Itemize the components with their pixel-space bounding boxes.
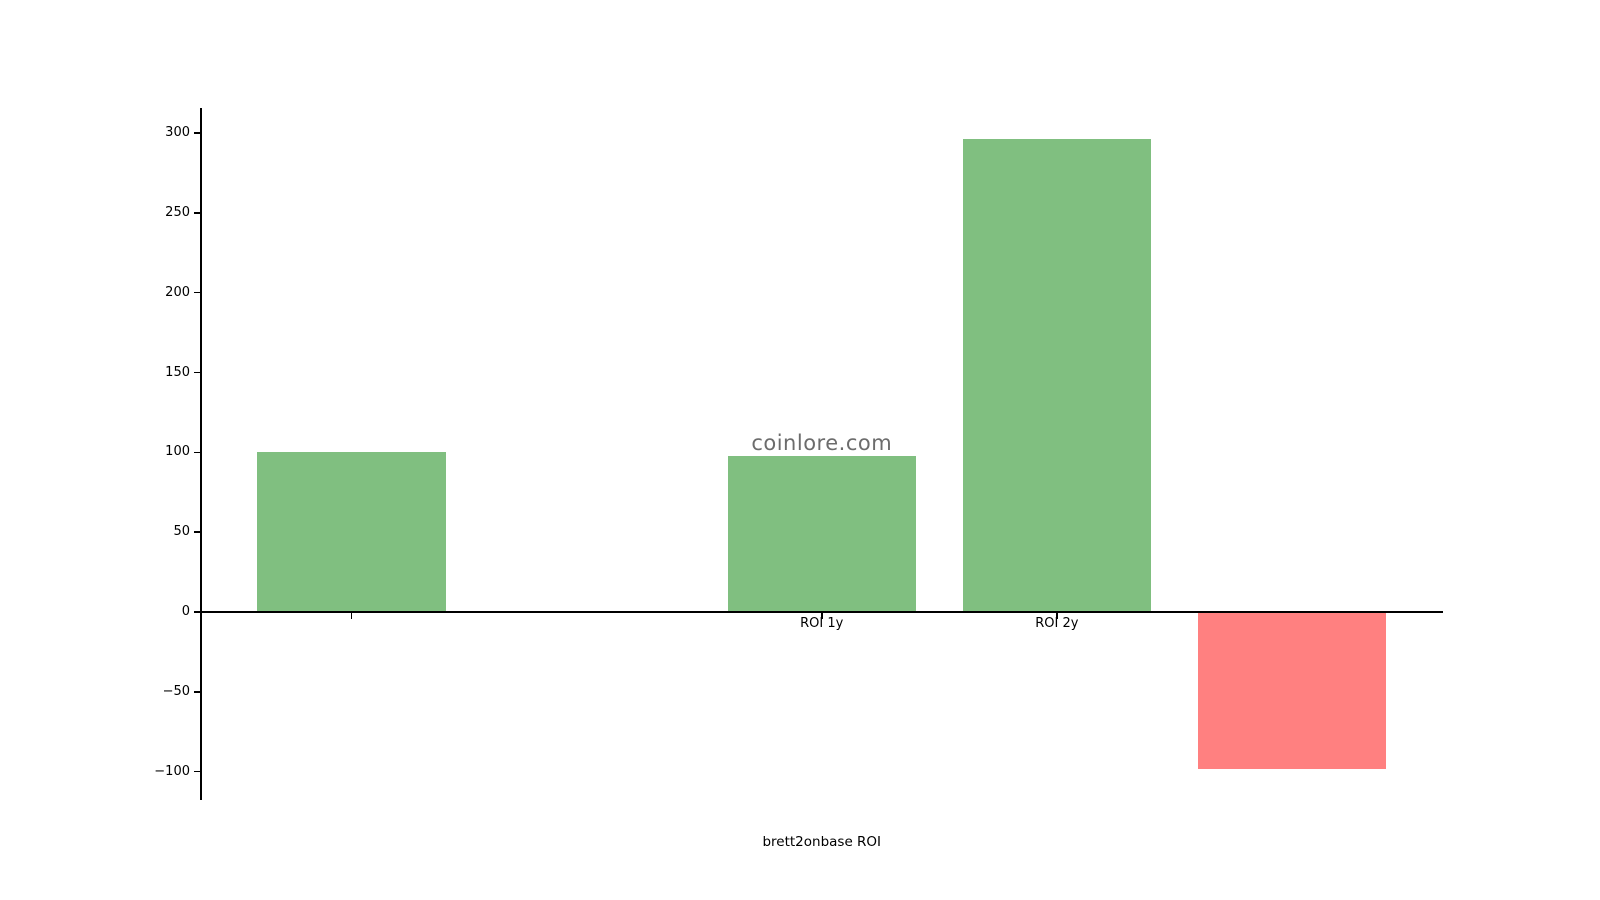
y-tick-label: 300 xyxy=(165,125,190,141)
y-tick xyxy=(194,371,201,374)
y-tick xyxy=(194,770,201,773)
y-tick-label: 200 xyxy=(165,284,190,300)
y-tick xyxy=(194,291,201,294)
y-axis-spine xyxy=(200,108,202,800)
y-tick-label: −50 xyxy=(162,683,190,699)
y-tick-label: 250 xyxy=(165,204,190,220)
y-tick xyxy=(194,531,201,533)
x-tick xyxy=(1056,612,1058,620)
y-tick-label: 0 xyxy=(181,604,190,620)
bar-roi-2y xyxy=(962,139,1151,613)
y-tick-label: 50 xyxy=(173,524,190,540)
x-axis-line xyxy=(201,611,1443,613)
bar-roi-3 xyxy=(1197,612,1387,769)
x-tick-label: ROI 2y xyxy=(1035,616,1079,632)
y-tick xyxy=(194,611,201,613)
y-tick-label: 100 xyxy=(165,444,190,460)
x-tick-label: ROI 1y xyxy=(800,616,844,632)
x-tick xyxy=(350,612,353,620)
y-tick xyxy=(194,132,201,134)
watermark-text: coinlore.com xyxy=(751,431,893,455)
chart-xlabel: brett2onbase ROI xyxy=(762,834,882,850)
bar-roi-1y xyxy=(727,455,916,613)
bar-roi-0 xyxy=(257,452,446,613)
y-tick-label: −100 xyxy=(154,763,190,779)
y-tick xyxy=(194,212,201,214)
y-tick xyxy=(194,691,201,693)
x-tick xyxy=(821,612,823,620)
y-tick-label: 150 xyxy=(165,364,190,380)
y-tick xyxy=(194,451,201,454)
